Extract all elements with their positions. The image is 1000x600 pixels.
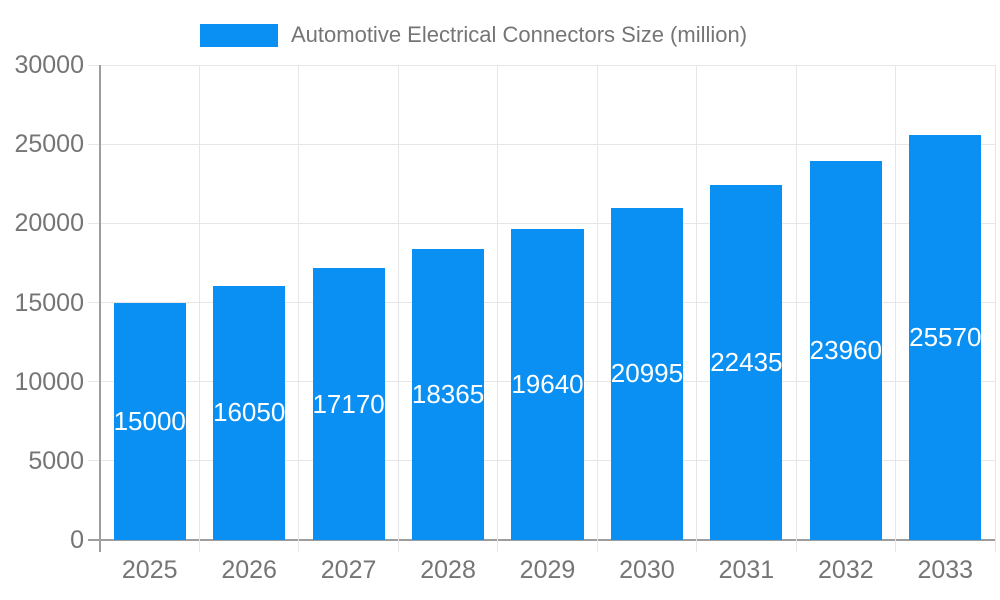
bar[interactable]: 18365 (412, 249, 484, 540)
bar[interactable]: 20995 (610, 207, 684, 540)
y-tick-label: 0 (70, 526, 84, 554)
x-axis-tick (795, 540, 797, 552)
bar[interactable]: 16050 (213, 285, 286, 540)
x-tick-label: 2029 (519, 556, 576, 584)
y-tick-label: 20000 (14, 209, 84, 238)
legend-swatch (200, 23, 278, 47)
x-gridline (895, 65, 897, 540)
x-tick-label: 2032 (818, 556, 874, 584)
x-tick-label: 2026 (221, 556, 277, 584)
x-tick-label: 2028 (420, 556, 476, 584)
x-gridline (795, 65, 797, 540)
bar[interactable]: 25570 (909, 135, 981, 540)
bar-value-label: 15000 (113, 405, 186, 436)
bar-value-label: 19640 (511, 369, 584, 399)
bar-value-label: 20995 (610, 358, 684, 389)
x-axis-tick (895, 540, 897, 552)
bar[interactable]: 22435 (710, 184, 783, 540)
bar[interactable]: 23960 (809, 160, 882, 540)
x-tick-label: 2031 (718, 556, 775, 584)
x-gridline (298, 65, 300, 540)
y-gridline (88, 64, 995, 66)
x-tick-label: 2030 (619, 556, 675, 584)
bar-value-label: 23960 (809, 334, 882, 365)
bar-value-label: 16050 (213, 397, 286, 428)
y-gridline (88, 222, 995, 224)
x-axis-tick (994, 540, 996, 552)
x-gridline (696, 65, 698, 540)
chart-legend: Automotive Electrical Connectors Size (m… (200, 22, 747, 48)
x-axis-tick (198, 540, 200, 552)
y-tick-label: 15000 (14, 288, 84, 317)
y-axis-line (99, 65, 101, 552)
legend-label: Automotive Electrical Connectors Size (m… (291, 22, 748, 47)
x-gridline (994, 65, 996, 540)
x-axis-tick (497, 540, 499, 552)
bar-value-label: 18365 (411, 379, 485, 410)
x-tick-label: 2027 (320, 556, 377, 584)
x-axis-tick (696, 540, 698, 552)
x-gridline (198, 65, 200, 540)
bar-value-label: 17170 (312, 388, 385, 419)
x-axis-tick (397, 540, 399, 552)
bar[interactable]: 19640 (511, 229, 584, 540)
x-gridline (397, 65, 399, 540)
bar-value-label: 22435 (710, 346, 783, 377)
x-tick-label: 2025 (121, 556, 178, 584)
y-gridline (88, 143, 995, 145)
y-tick-label: 5000 (28, 446, 84, 475)
bar[interactable]: 17170 (312, 268, 385, 540)
x-tick-label: 2033 (917, 556, 974, 584)
bar-value-label: 25570 (909, 322, 982, 353)
bar[interactable]: 15000 (113, 302, 186, 540)
y-tick-label: 10000 (14, 367, 84, 396)
y-tick-label: 30000 (14, 51, 84, 79)
x-axis-baseline (88, 539, 995, 541)
x-gridline (596, 65, 598, 540)
x-gridline (497, 65, 499, 540)
x-axis-tick (596, 540, 598, 552)
y-tick-label: 25000 (14, 130, 84, 159)
x-axis-tick (298, 540, 300, 552)
